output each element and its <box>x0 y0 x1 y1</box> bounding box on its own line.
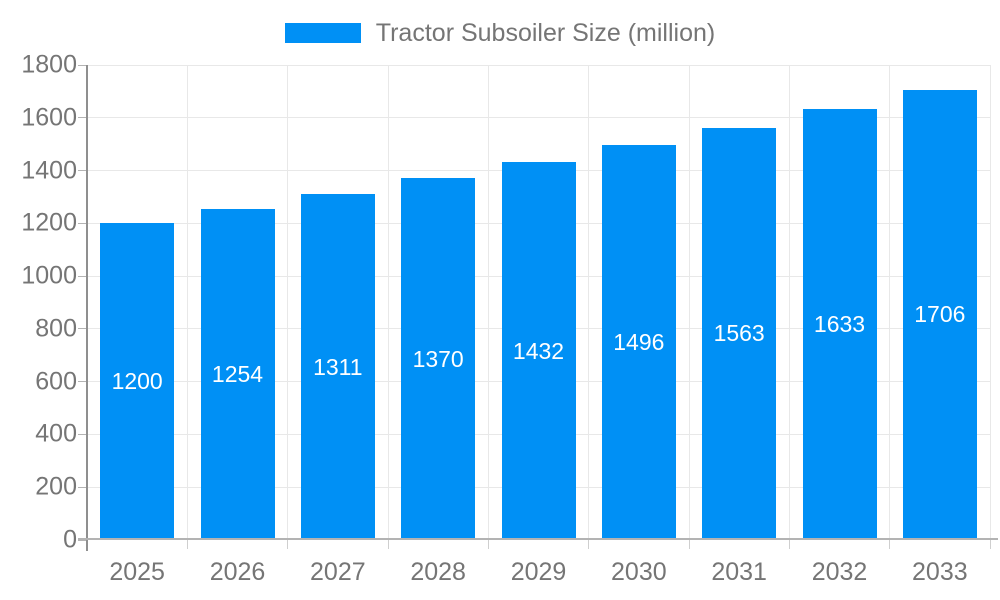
y-axis-tick <box>78 486 87 488</box>
bar-2026[interactable]: 1254 <box>200 209 275 540</box>
x-axis-tick <box>287 540 289 549</box>
bar-2028[interactable]: 1370 <box>401 178 476 540</box>
gridline-vertical <box>588 65 590 539</box>
y-axis-tick <box>78 170 87 172</box>
y-axis-label: 200 <box>35 472 77 501</box>
bar-2032[interactable]: 1633 <box>802 109 877 540</box>
x-axis-tick <box>186 540 188 549</box>
gridline-vertical <box>788 65 790 539</box>
y-axis-label: 1800 <box>21 50 77 79</box>
x-axis-label: 2027 <box>310 558 366 586</box>
legend-label: Tractor Subsoiler Size (million) <box>375 18 716 47</box>
gridline-vertical <box>889 65 891 539</box>
y-axis-tick <box>78 539 87 541</box>
bar-2030[interactable]: 1496 <box>601 145 676 540</box>
x-axis-label: 2025 <box>109 558 165 586</box>
gridline-horizontal <box>87 64 990 66</box>
y-axis-tick <box>78 222 87 224</box>
bar-2025[interactable]: 1200 <box>100 223 175 540</box>
y-axis-label: 1200 <box>21 208 77 237</box>
gridline-vertical <box>487 65 489 539</box>
x-axis-tick <box>588 540 590 549</box>
bar-2033[interactable]: 1706 <box>902 89 977 540</box>
y-axis-label: 1000 <box>21 261 77 290</box>
y-axis-tick <box>78 381 87 383</box>
x-axis-label: 2033 <box>912 558 968 586</box>
gridline-horizontal <box>87 117 990 119</box>
x-axis-label: 2030 <box>611 558 667 586</box>
x-axis-tick <box>387 540 389 549</box>
y-axis-label: 0 <box>63 525 77 554</box>
y-axis-label: 600 <box>35 367 77 396</box>
bar-2029[interactable]: 1432 <box>501 162 576 540</box>
gridline-vertical <box>186 65 188 539</box>
y-axis-tick <box>78 117 87 119</box>
x-axis-label: 2026 <box>209 558 266 586</box>
x-axis-tick <box>989 540 991 549</box>
x-axis-label: 2031 <box>711 558 767 586</box>
y-axis-tick <box>78 328 87 330</box>
gridline-vertical <box>989 65 991 539</box>
gridline-vertical <box>688 65 690 539</box>
bar-value-label: 1254 <box>211 361 264 388</box>
y-axis-label: 1400 <box>21 156 77 185</box>
bar-value-label: 1370 <box>412 345 464 372</box>
bar-2031[interactable]: 1563 <box>702 127 777 540</box>
legend-swatch <box>284 23 361 43</box>
bar-value-label: 1496 <box>613 329 665 356</box>
y-axis-tick <box>78 275 87 277</box>
x-axis-tick <box>788 540 790 549</box>
gridline-vertical <box>387 65 389 539</box>
legend[interactable]: Tractor Subsoiler Size (million) <box>0 16 1000 50</box>
plot-area: 1200 1254 1311 1370 1432 1496 1563 1633 1706 <box>78 64 998 551</box>
y-axis-label: 1600 <box>21 103 77 132</box>
x-axis-label: 2029 <box>510 558 567 586</box>
bar-value-label: 1633 <box>813 311 866 338</box>
bar-value-label: 1200 <box>111 368 163 395</box>
x-axis-tick <box>487 540 489 549</box>
x-axis-tick <box>688 540 690 549</box>
y-axis-label: 400 <box>35 419 77 448</box>
x-axis-tick <box>889 540 891 549</box>
y-axis-line <box>86 65 88 551</box>
bar-value-label: 1432 <box>512 337 565 364</box>
y-axis-label: 800 <box>35 314 77 343</box>
x-axis-line <box>78 538 998 540</box>
bar-value-label: 1563 <box>713 320 765 347</box>
gridline-vertical <box>287 65 289 539</box>
x-axis-label: 2028 <box>410 558 466 586</box>
y-axis-tick <box>78 64 87 66</box>
x-axis-label: 2032 <box>811 558 868 586</box>
y-axis-tick <box>78 433 87 435</box>
bar-value-label: 1311 <box>313 353 363 380</box>
bar-value-label: 1706 <box>914 301 966 328</box>
bar-2027[interactable]: 1311 <box>300 194 375 540</box>
